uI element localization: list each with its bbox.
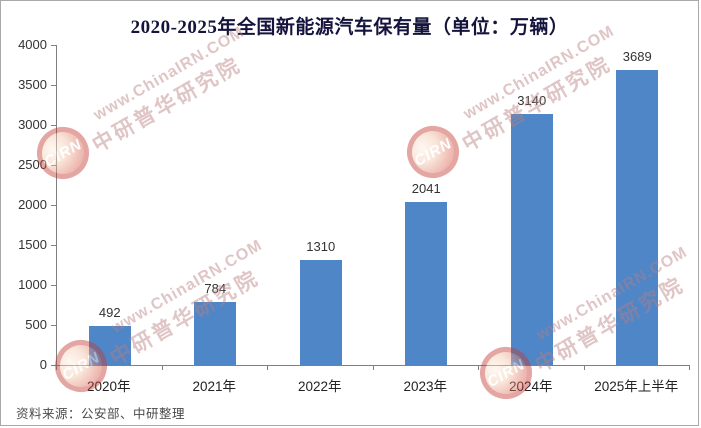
bar-value-label: 3140	[517, 92, 547, 108]
chart-title: 2020-2025年全国新能源汽车保有量（单位：万辆）	[130, 17, 569, 38]
y-axis-label: 2500	[18, 157, 47, 172]
bar-value-label: 492	[98, 304, 121, 320]
y-axis-label: 500	[25, 317, 47, 332]
y-axis-label: 1500	[18, 237, 47, 252]
x-axis-tick	[161, 366, 163, 370]
y-axis-tick	[51, 45, 56, 46]
source-note: 资料来源：公安部、中研整理	[16, 407, 186, 421]
y-axis-tick	[51, 205, 56, 206]
bar-2025年上半年	[616, 69, 659, 365]
y-axis-tick	[51, 85, 56, 86]
y-axis-tick	[51, 165, 56, 166]
bar-2021年	[194, 302, 237, 365]
y-axis-label: 3500	[18, 77, 47, 92]
y-axis-tick	[51, 285, 56, 286]
bar-value-label: 784	[204, 281, 227, 297]
y-axis-tick	[51, 325, 56, 326]
x-axis-tick	[372, 366, 374, 370]
bar-value-label: 3689	[622, 48, 652, 64]
y-axis-tick	[51, 365, 56, 366]
y-axis-label: 0	[39, 357, 47, 372]
bar-2024年	[510, 113, 553, 365]
bar-2020年	[88, 325, 131, 365]
y-axis-tick	[51, 125, 56, 126]
y-axis-label: 4000	[18, 37, 47, 52]
plot-area: 492 784 1310 2041 3140 3689	[56, 45, 690, 366]
x-axis-label: 2021年	[192, 379, 237, 394]
y-axis-label: 3000	[18, 117, 47, 132]
x-axis-tick	[267, 366, 268, 370]
x-axis-tick	[583, 366, 585, 370]
x-axis-label: 2022年	[297, 379, 342, 394]
bar-value-label: 1310	[306, 239, 336, 255]
x-axis-label: 2020年	[86, 379, 131, 394]
bar-value-label: 2041	[411, 180, 441, 196]
x-axis-label: 2024年	[508, 379, 553, 394]
y-axis-tick	[51, 245, 56, 246]
bar-2022年	[299, 260, 342, 365]
bar-2023年	[405, 201, 448, 365]
y-axis-label: 1000	[18, 277, 47, 292]
x-axis-tick	[689, 366, 690, 370]
x-axis-label: 2025年上半年	[594, 379, 679, 394]
y-axis-label: 2000	[18, 197, 47, 212]
x-axis-tick	[478, 366, 479, 370]
x-axis-label: 2023年	[403, 379, 448, 394]
x-axis-tick	[56, 366, 57, 370]
